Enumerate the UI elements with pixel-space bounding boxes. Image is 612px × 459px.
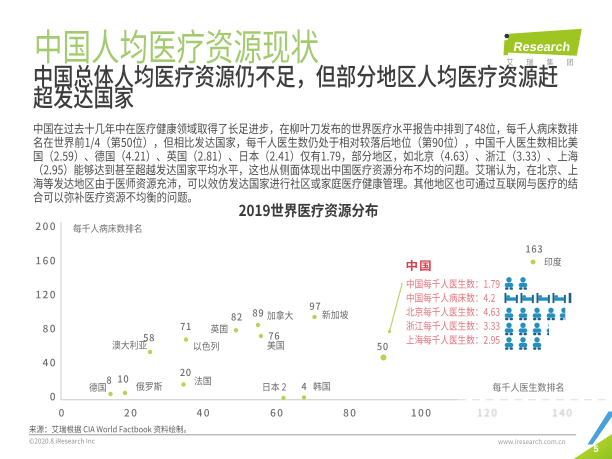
svg-text:5: 5 <box>593 444 598 454</box>
svg-text:Research: Research <box>513 40 572 54</box>
